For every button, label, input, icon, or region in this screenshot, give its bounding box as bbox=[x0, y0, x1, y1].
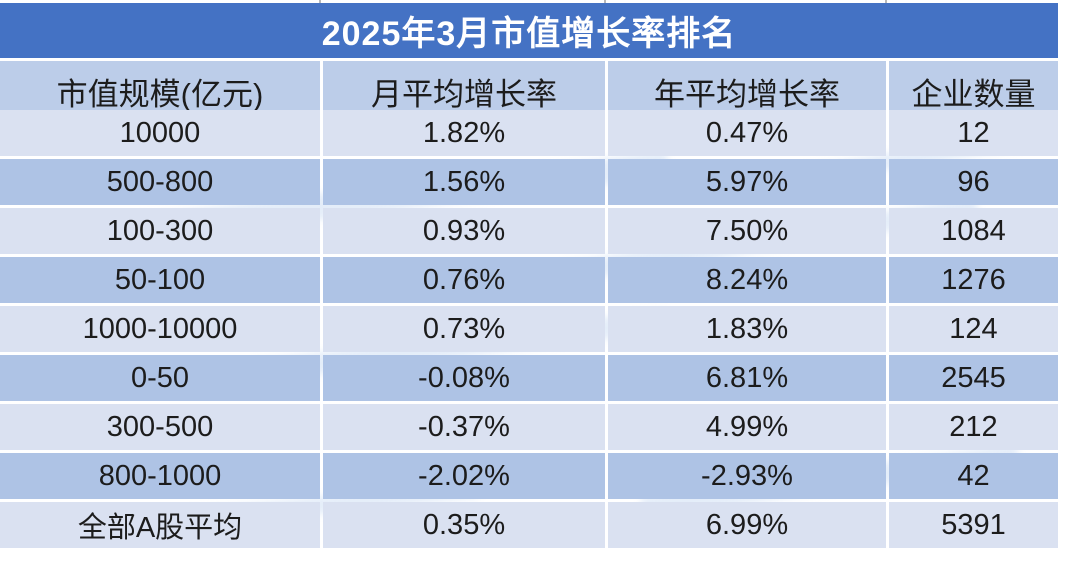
table-cell: 50-100 bbox=[0, 257, 320, 303]
table-cell: -2.02% bbox=[323, 453, 605, 499]
table-cell: 1.82% bbox=[323, 110, 605, 156]
table-cell: 5391 bbox=[889, 502, 1058, 548]
table-cell: 1.83% bbox=[608, 306, 886, 352]
table-cell: -2.93% bbox=[608, 453, 886, 499]
table-cell: 6.81% bbox=[608, 355, 886, 401]
table-cell: 0.76% bbox=[323, 257, 605, 303]
table-cell: 2545 bbox=[889, 355, 1058, 401]
table-cell: 212 bbox=[889, 404, 1058, 450]
table-cell: 0-50 bbox=[0, 355, 320, 401]
table-cell: 6.99% bbox=[608, 502, 886, 548]
table-cell: 10000 bbox=[0, 110, 320, 156]
table-cell: 全部A股平均 bbox=[0, 502, 320, 548]
table-cell: 0.93% bbox=[323, 208, 605, 254]
table-cell: 4.99% bbox=[608, 404, 886, 450]
table-cell: 300-500 bbox=[0, 404, 320, 450]
table-cell: 8.24% bbox=[608, 257, 886, 303]
table-cell: 7.50% bbox=[608, 208, 886, 254]
column-divider-tick bbox=[604, 0, 606, 3]
table-cell: 800-1000 bbox=[0, 453, 320, 499]
table-cell: 1000-10000 bbox=[0, 306, 320, 352]
table-cell: 0.73% bbox=[323, 306, 605, 352]
table-cell: 100-300 bbox=[0, 208, 320, 254]
table-cell: 0.47% bbox=[608, 110, 886, 156]
table-cell: 1084 bbox=[889, 208, 1058, 254]
table-cell: 96 bbox=[889, 159, 1058, 205]
table-cell: 1.56% bbox=[323, 159, 605, 205]
table-cell: 500-800 bbox=[0, 159, 320, 205]
table-cell: 42 bbox=[889, 453, 1058, 499]
table-cell: -0.37% bbox=[323, 404, 605, 450]
table-cell: -0.08% bbox=[323, 355, 605, 401]
table-cell: 1276 bbox=[889, 257, 1058, 303]
column-divider-tick bbox=[319, 0, 321, 3]
data-table: 市值规模(亿元) 月平均增长率 年平均增长率 企业数量 10000 1.82% … bbox=[0, 61, 1058, 548]
table-cell: 12 bbox=[889, 110, 1058, 156]
cropped-row-sliver bbox=[0, 0, 1058, 3]
table-cell: 0.35% bbox=[323, 502, 605, 548]
table-cell: 5.97% bbox=[608, 159, 886, 205]
column-divider-tick bbox=[885, 0, 887, 3]
table-title: 2025年3月市值增长率排名 bbox=[0, 3, 1058, 58]
table-cell: 124 bbox=[889, 306, 1058, 352]
